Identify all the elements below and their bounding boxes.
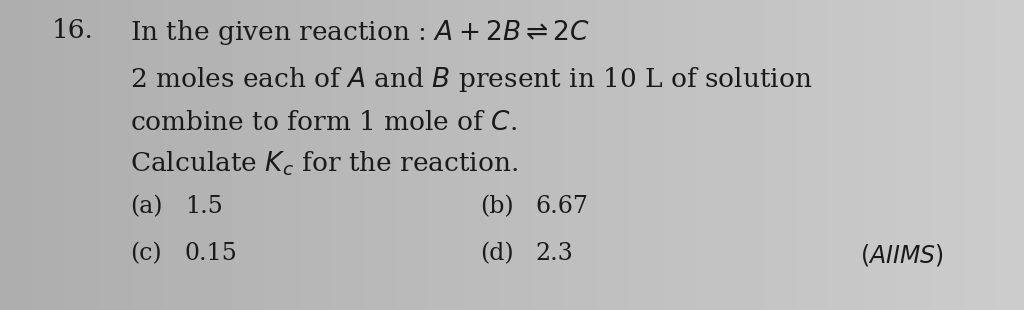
Text: combine to form 1 mole of $C$.: combine to form 1 mole of $C$. xyxy=(130,110,517,135)
Text: Calculate $K_c$ for the reaction.: Calculate $K_c$ for the reaction. xyxy=(130,150,518,179)
Text: 2.3: 2.3 xyxy=(535,242,572,265)
Text: (a): (a) xyxy=(130,195,163,218)
Text: $(\it{AIIMS})$: $(\it{AIIMS})$ xyxy=(860,242,944,268)
Text: In the given reaction : $A + 2B \rightleftharpoons 2C$: In the given reaction : $A + 2B \rightle… xyxy=(130,18,590,47)
Text: (b): (b) xyxy=(480,195,514,218)
Text: (d): (d) xyxy=(480,242,514,265)
Text: 1.5: 1.5 xyxy=(185,195,223,218)
Text: 6.67: 6.67 xyxy=(535,195,588,218)
Text: 0.15: 0.15 xyxy=(185,242,238,265)
Text: 16.: 16. xyxy=(52,18,94,43)
Text: 2 moles each of $A$ and $B$ present in 10 L of solution: 2 moles each of $A$ and $B$ present in 1… xyxy=(130,65,812,94)
Text: (c): (c) xyxy=(130,242,162,265)
